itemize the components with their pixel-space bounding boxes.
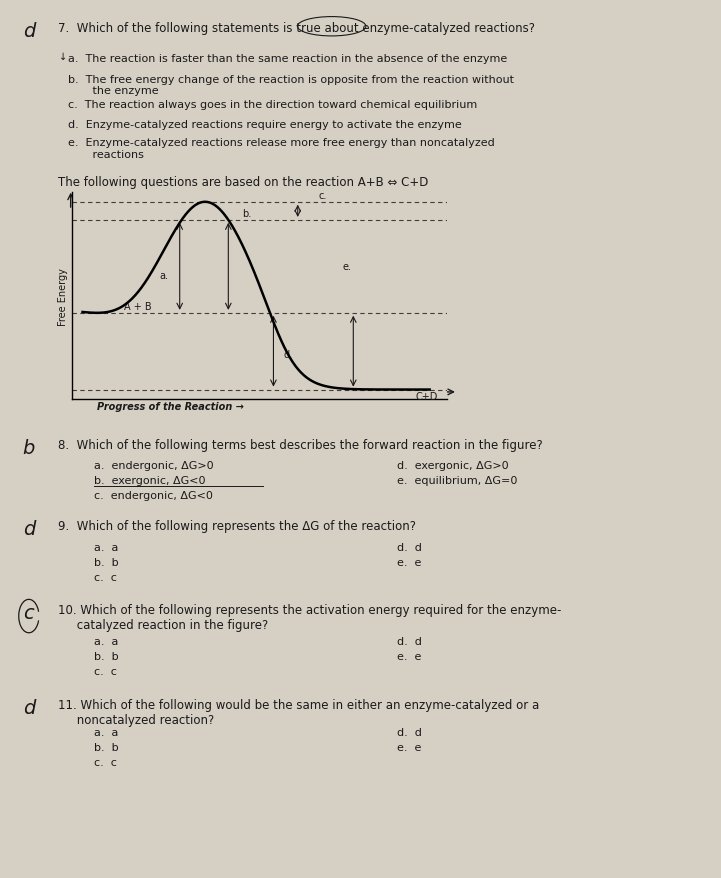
Text: d: d [22,22,35,41]
Text: The following questions are based on the reaction A+B ⇔ C+D: The following questions are based on the… [58,176,428,189]
Text: b.: b. [242,208,252,219]
Text: b.  b: b. b [94,742,118,752]
Text: e.  e: e. e [397,742,421,752]
Text: C+D: C+D [416,392,438,401]
Text: b.  The free energy change of the reaction is opposite from the reaction without: b. The free energy change of the reactio… [68,75,515,97]
Text: a.: a. [159,270,168,281]
Text: a.  The reaction is faster than the same reaction in the absence of the enzyme: a. The reaction is faster than the same … [68,54,508,63]
Text: c.  c: c. c [94,757,117,766]
Text: b.  b: b. b [94,651,118,661]
Text: d.  d: d. d [397,637,422,646]
Y-axis label: Free Energy: Free Energy [58,268,68,325]
Text: e.  equilibrium, ΔG=0: e. equilibrium, ΔG=0 [397,476,517,486]
Text: Progress of the Reaction →: Progress of the Reaction → [97,401,244,411]
Text: c: c [24,603,34,623]
Text: d: d [22,520,35,539]
Text: a.  a: a. a [94,637,118,646]
Text: d.  Enzyme-catalyzed reactions require energy to activate the enzyme: d. Enzyme-catalyzed reactions require en… [68,119,462,129]
Text: d.: d. [284,349,293,360]
Text: c.  c: c. c [94,666,117,676]
Text: b: b [22,439,35,458]
Text: d: d [22,698,35,717]
Text: c.: c. [319,191,327,201]
Text: 10. Which of the following represents the activation energy required for the enz: 10. Which of the following represents th… [58,603,561,631]
Text: e.  e: e. e [397,651,421,661]
Text: c.  The reaction always goes in the direction toward chemical equilibrium: c. The reaction always goes in the direc… [68,100,478,110]
Text: c.  endergonic, ΔG<0: c. endergonic, ΔG<0 [94,491,213,500]
Text: ↓: ↓ [59,52,68,61]
Text: d.  d: d. d [397,727,422,737]
Text: 8.  Which of the following terms best describes the forward reaction in the figu: 8. Which of the following terms best des… [58,439,542,452]
Text: d.  d: d. d [397,543,422,552]
Text: 7.  Which of the following statements is true about enzyme-catalyzed reactions?: 7. Which of the following statements is … [58,22,535,35]
Text: b.  exergonic, ΔG<0: b. exergonic, ΔG<0 [94,476,205,486]
Text: a.  a: a. a [94,727,118,737]
Text: 9.  Which of the following represents the ΔG of the reaction?: 9. Which of the following represents the… [58,520,416,533]
Text: c.  c: c. c [94,572,117,582]
Text: a.  a: a. a [94,543,118,552]
Text: d.  exergonic, ΔG>0: d. exergonic, ΔG>0 [397,461,508,471]
Text: e.: e. [343,262,352,272]
Text: a.  endergonic, ΔG>0: a. endergonic, ΔG>0 [94,461,213,471]
Text: e.  e: e. e [397,558,421,567]
Text: b.  b: b. b [94,558,118,567]
Text: 11. Which of the following would be the same in either an enzyme-catalyzed or a
: 11. Which of the following would be the … [58,698,539,726]
Text: e.  Enzyme-catalyzed reactions release more free energy than noncatalyzed
      : e. Enzyme-catalyzed reactions release mo… [68,138,495,160]
Text: A + B: A + B [124,302,152,312]
